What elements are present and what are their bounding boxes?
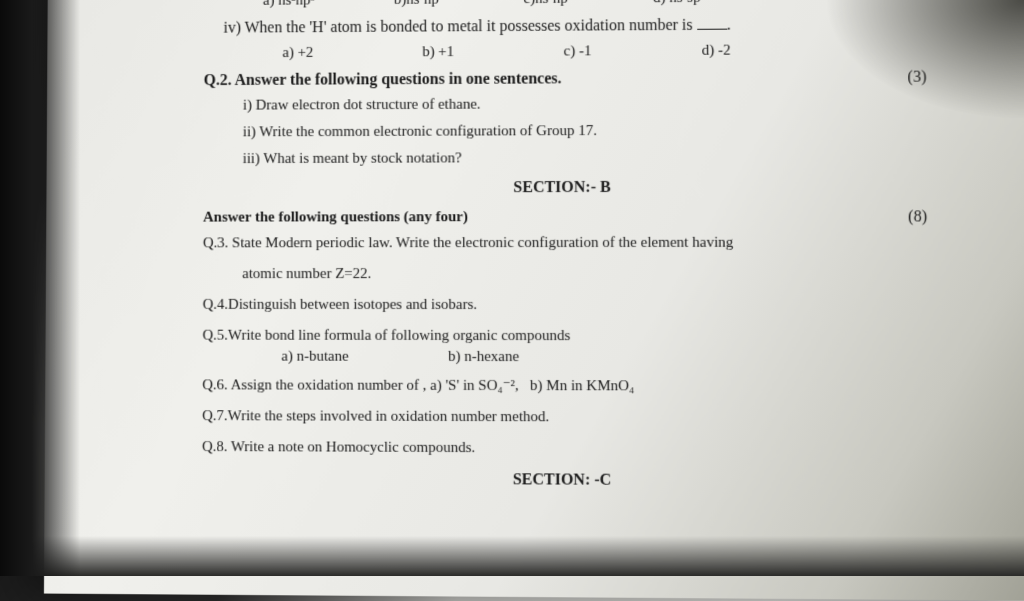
section-c-header: SECTION: -C xyxy=(162,470,969,492)
q8: Q.8. Write a note on Homocyclic compound… xyxy=(202,439,969,459)
option-c: c)ns²np⁵ xyxy=(524,0,574,8)
q2-iii: iii) What is meant by stock notation? xyxy=(243,149,968,168)
q3-line1: Q.3. State Modern periodic law. Write th… xyxy=(203,235,733,252)
q2-header: Q.2. Answer the following questions in o… xyxy=(204,70,562,90)
q6: Q.6. Assign the oxidation number of , a)… xyxy=(202,375,968,396)
answer-four-header: Answer the following questions (any four… xyxy=(203,209,468,227)
iv-text: iv) When the 'H' atom is bonded to metal… xyxy=(223,17,692,37)
section-b-header: SECTION:- B xyxy=(164,178,968,198)
option-d: d) ns²sp⁶ xyxy=(653,0,706,7)
q5-options: a) n-butane b) n-hexane xyxy=(281,349,968,367)
blank-line xyxy=(697,29,727,30)
q5-option-a: a) n-butane xyxy=(281,349,348,366)
answer-four-row: Answer the following questions (any four… xyxy=(164,208,968,227)
q3: Q.3. State Modern periodic law. Write th… xyxy=(203,235,968,253)
iv-option-a: a) +2 xyxy=(282,45,313,62)
option-a: a) ns²np³ xyxy=(263,0,315,10)
q5-option-b: b) n-hexane xyxy=(448,349,519,366)
q4: Q.4.Distinguish between isotopes and iso… xyxy=(203,297,969,314)
answer-four-marks: (8) xyxy=(908,208,927,226)
q5: Q.5.Write bond line formula of following… xyxy=(202,328,968,346)
iv-option-b: b) +1 xyxy=(422,44,454,61)
q3-line2: atomic number Z=22. xyxy=(242,266,968,283)
q2-ii: ii) Write the common electronic configur… xyxy=(243,122,968,142)
iv-option-d: d) -2 xyxy=(702,43,731,60)
q7: Q.7.Write the steps involved in oxidatio… xyxy=(202,408,969,427)
iv-option-c: c) -1 xyxy=(564,43,592,60)
option-b: b)ns²np⁴ xyxy=(394,0,444,9)
